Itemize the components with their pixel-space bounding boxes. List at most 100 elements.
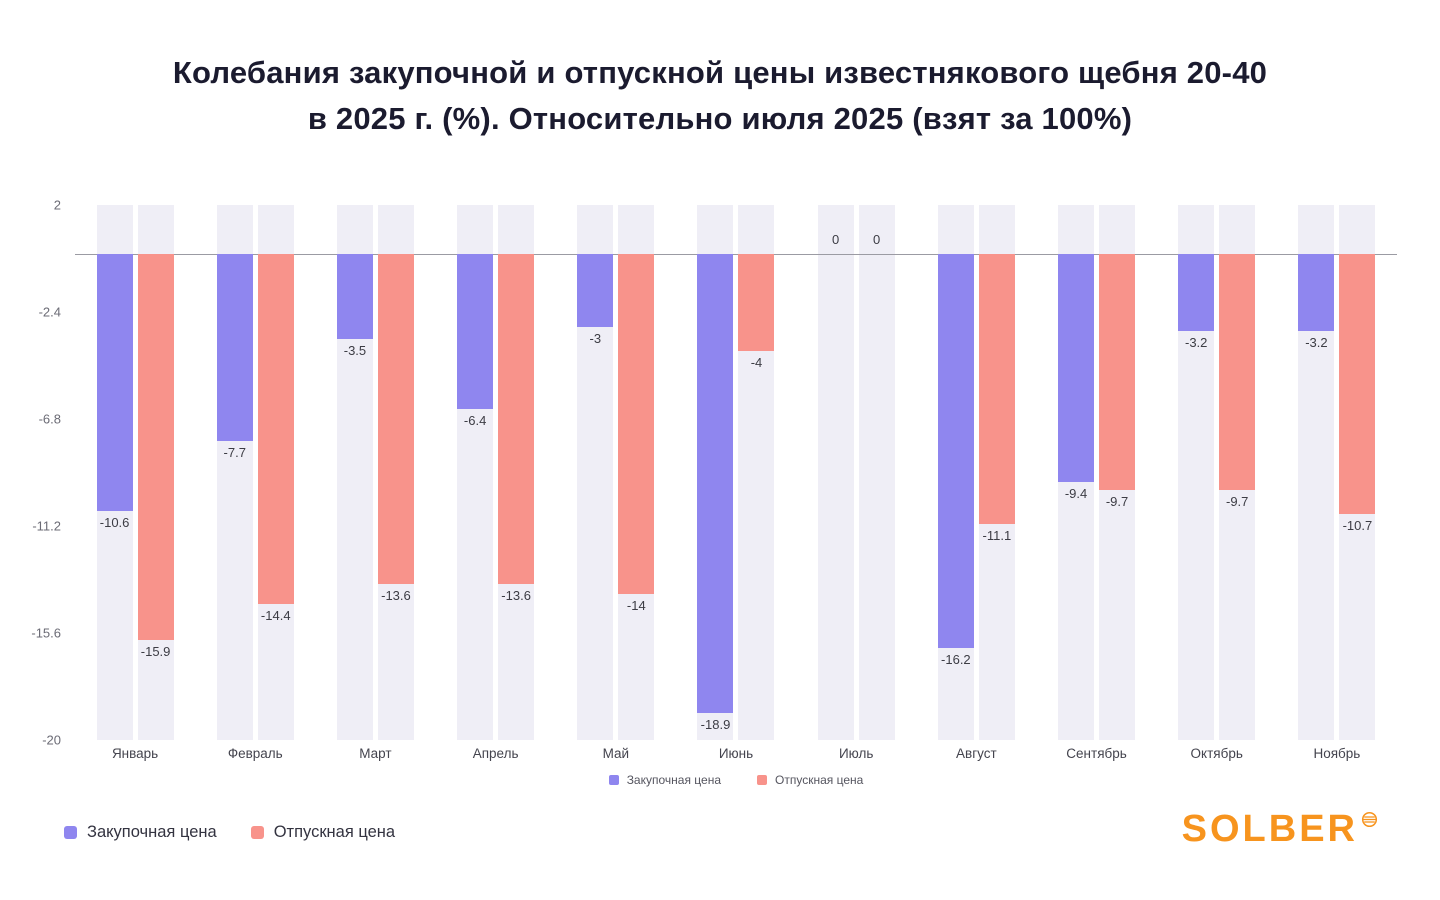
zero-baseline xyxy=(75,253,1397,255)
column-band: -4 xyxy=(738,205,775,740)
column-band: -13.6 xyxy=(377,205,414,740)
column-band: -18.9 xyxy=(697,205,734,740)
bar-selling-price xyxy=(498,253,535,585)
legend-item: Закупочная цена xyxy=(64,823,217,842)
value-label: -13.6 xyxy=(501,588,531,604)
solber-logo-text: SOLBER xyxy=(1181,808,1358,850)
x-axis-label: Апрель xyxy=(472,746,519,761)
column-band: -11.1 xyxy=(978,205,1015,740)
column-band: -16.2 xyxy=(937,205,974,740)
column-band: -13.6 xyxy=(498,205,535,740)
bar-purchase-price xyxy=(457,253,494,410)
bar-purchase-price xyxy=(937,253,974,648)
bar-group-июнь: -18.9 -4 xyxy=(676,205,796,740)
x-axis-label: Сентябрь xyxy=(1066,746,1127,761)
plot-area: -10.6 -15.9 -7.7 -14.4 -3.5 -13.6 -6.4 -13.6 -3-… xyxy=(31,198,1397,748)
value-label: -10.7 xyxy=(1342,517,1373,533)
bar-purchase-price xyxy=(697,253,734,714)
y-axis-tick: -15.6 xyxy=(31,625,61,641)
y-axis-tick: -6.8 xyxy=(38,411,61,427)
value-label: -4 xyxy=(750,354,763,370)
chart-title-line-2: в 2025 г. (%). Относительно июля 2025 (в… xyxy=(307,100,1133,136)
x-axis-label: Август xyxy=(956,746,997,761)
column-band: -14 xyxy=(618,205,655,740)
value-label: -3.2 xyxy=(1185,335,1208,351)
bar-purchase-price xyxy=(216,253,253,441)
bar-group-февраль: -7.7 -14.4 xyxy=(195,205,315,740)
value-label: -18.9 xyxy=(700,717,731,733)
value-label: -14 xyxy=(626,598,646,614)
column-band: 0 xyxy=(858,205,895,740)
legend-label: Отпускная цена xyxy=(273,823,396,841)
bar-group-январь: -10.6 -15.9 xyxy=(75,205,195,740)
column-band: -3.5 xyxy=(336,205,373,740)
chart-title-line-1: Колебания закупочной и отпускной цены из… xyxy=(172,55,1268,90)
x-axis-label: Октябрь xyxy=(1190,746,1243,761)
bar-selling-price xyxy=(618,253,655,595)
legend-item: Отпускная цена xyxy=(250,823,396,842)
value-label: -9.4 xyxy=(1064,486,1088,502)
column-band: -9.4 xyxy=(1058,205,1095,740)
value-label: -16.2 xyxy=(941,651,971,667)
value-label: -14.4 xyxy=(260,607,291,623)
value-label: -6.4 xyxy=(463,413,487,429)
bar-group-август: -16.2 -11.1 xyxy=(916,205,1036,740)
legend-swatch xyxy=(64,826,77,839)
column-band: -3.2 xyxy=(1178,205,1215,740)
bar-purchase-price xyxy=(336,253,373,339)
column-band: -10.6 xyxy=(96,205,133,740)
value-label: -10.6 xyxy=(99,515,130,531)
y-axis-tick: -2.4 xyxy=(38,304,61,320)
column-band: -3.2 xyxy=(1298,205,1335,740)
y-axis-tick: 2 xyxy=(53,197,61,213)
value-label: -3.2 xyxy=(1305,335,1328,351)
x-axis-label: Январь xyxy=(111,746,159,761)
bar-purchase-price xyxy=(96,253,133,512)
bar-group-ноябрь: -3.2 -10.7 xyxy=(1277,205,1397,740)
value-label: -13.6 xyxy=(381,588,411,604)
legend-item: Закупочная цена xyxy=(608,773,721,787)
column-band: -3 xyxy=(577,205,614,740)
legend-swatch xyxy=(608,775,619,785)
bar-selling-price xyxy=(377,253,414,585)
bar-purchase-price xyxy=(577,253,614,327)
bar-selling-price xyxy=(738,253,775,351)
legend: Закупочная цена Отпускная цена xyxy=(64,823,395,842)
column-band: -9.7 xyxy=(1099,205,1136,740)
x-axis-label: Май xyxy=(602,746,630,761)
bar-purchase-price xyxy=(1298,253,1335,332)
bar-selling-price xyxy=(257,253,294,604)
x-axis: Январь Февраль Март Апрель Май Июнь Июль Август… xyxy=(75,746,1397,766)
chart-inner-legend: Закупочная цена Отпускная цена xyxy=(75,773,1397,787)
legend-label: Закупочная цена xyxy=(626,773,721,787)
column-band: -15.9 xyxy=(137,205,174,740)
column-band: -6.4 xyxy=(457,205,494,740)
legend-label: Отпускная цена xyxy=(775,773,864,787)
bar-selling-price xyxy=(1219,253,1256,490)
column-band: -7.7 xyxy=(216,205,253,740)
bar-group-сентябрь: -9.4 -9.7 xyxy=(1036,205,1156,740)
value-label: -3.5 xyxy=(343,342,367,358)
value-label: -9.7 xyxy=(1226,493,1249,509)
x-axis-label: Июль xyxy=(838,746,874,761)
bar-selling-price xyxy=(1099,253,1136,490)
bar-group-май: -3 -14 xyxy=(556,205,676,740)
y-axis-tick: -11.2 xyxy=(32,518,61,534)
bar-selling-price xyxy=(137,253,174,641)
column-band: -10.7 xyxy=(1339,205,1376,740)
value-label: 0 xyxy=(832,231,840,247)
y-axis-tick: -20 xyxy=(42,732,61,748)
legend-swatch xyxy=(250,826,264,839)
value-label: -9.7 xyxy=(1105,493,1129,509)
value-label: 0 xyxy=(873,231,881,247)
bar-group-апрель: -6.4 -13.6 xyxy=(436,205,556,740)
value-label: -15.9 xyxy=(140,644,171,660)
x-axis-label: Февраль xyxy=(227,746,283,761)
bar-purchase-price xyxy=(1058,253,1095,483)
x-axis-label: Июнь xyxy=(718,746,754,761)
value-label: -11.1 xyxy=(982,527,1012,543)
value-label: -7.7 xyxy=(223,444,246,460)
bar-group-октябрь: -3.2 -9.7 xyxy=(1157,205,1277,740)
